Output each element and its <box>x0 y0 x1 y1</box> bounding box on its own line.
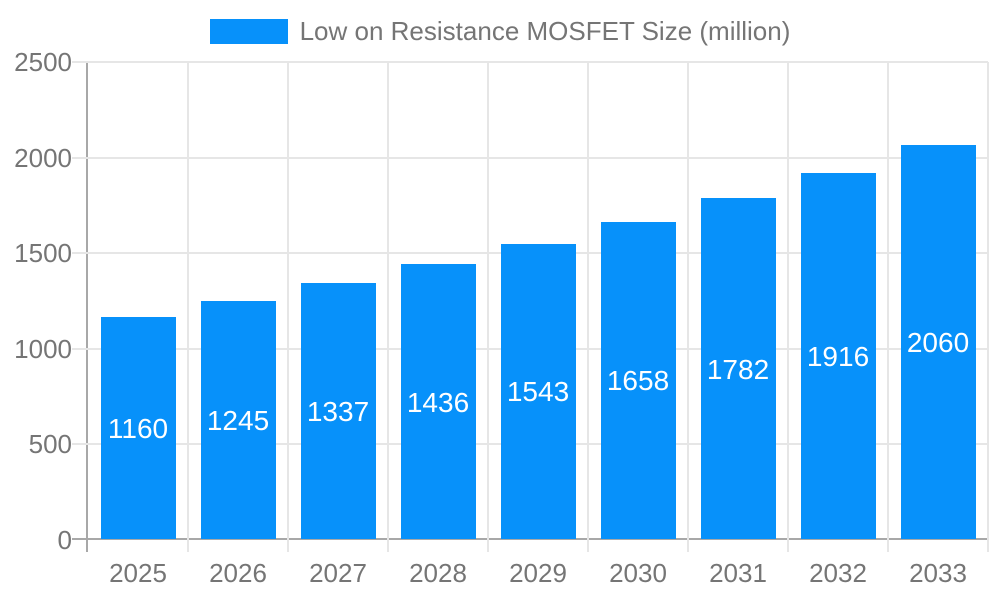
bar-2031 <box>700 198 776 539</box>
x-tick-label: 2025 <box>109 558 167 588</box>
bar-2026 <box>200 300 276 539</box>
legend: Low on Resistance MOSFET Size (million) <box>0 18 1000 44</box>
x-tick-label: 2026 <box>209 558 267 588</box>
y-tick-label: 0 <box>57 525 72 555</box>
h-gridline <box>72 156 988 159</box>
bar-2025 <box>100 317 176 539</box>
legend-label: Low on Resistance MOSFET Size (million) <box>299 16 791 46</box>
v-gridline <box>787 62 789 552</box>
x-tick-label: 2027 <box>309 558 367 588</box>
v-gridline <box>487 62 489 552</box>
x-tick-label: 2031 <box>709 558 767 588</box>
bar-value-label: 1160 <box>107 413 169 445</box>
legend-swatch <box>209 18 288 44</box>
bar-value-label: 1543 <box>506 376 570 408</box>
bar-2029 <box>500 243 576 539</box>
y-tick-label: 1000 <box>14 333 72 364</box>
x-axis-line <box>72 538 988 540</box>
v-gridline <box>687 62 689 552</box>
bar-2027 <box>300 283 376 539</box>
bar-value-label: 2060 <box>906 327 970 359</box>
y-tick-label: 2000 <box>14 142 72 173</box>
y-tick-label: 500 <box>28 429 72 460</box>
bar-2028 <box>400 264 476 539</box>
v-gridline <box>987 62 989 552</box>
bar-2030 <box>600 222 676 539</box>
y-axis-line <box>86 62 88 552</box>
x-tick-label: 2028 <box>409 558 467 588</box>
v-gridline <box>387 62 389 552</box>
bar-value-label: 1436 <box>406 386 470 418</box>
bar-value-label: 1337 <box>306 396 370 428</box>
v-gridline <box>187 62 189 552</box>
bar-value-label: 1245 <box>206 404 270 436</box>
h-gridline <box>72 61 988 63</box>
bar-value-label: 1916 <box>806 340 870 372</box>
bar-value-label: 1782 <box>706 353 770 385</box>
bar-2033 <box>900 145 976 539</box>
y-tick-label: 1500 <box>14 238 72 269</box>
y-tick-label: 2500 <box>14 47 72 77</box>
bar-value-label: 1658 <box>606 365 670 397</box>
x-tick-label: 2033 <box>909 558 967 588</box>
x-tick-label: 2032 <box>809 558 867 588</box>
v-gridline <box>287 62 289 552</box>
x-tick-label: 2029 <box>509 558 567 588</box>
v-gridline <box>887 62 889 552</box>
bar-2032 <box>800 172 876 539</box>
plot-area: 1160 1245 1337 1436 1543 1658 1782 1916 2060 <box>72 61 989 552</box>
v-gridline <box>587 62 589 552</box>
x-tick-label: 2030 <box>609 558 667 588</box>
